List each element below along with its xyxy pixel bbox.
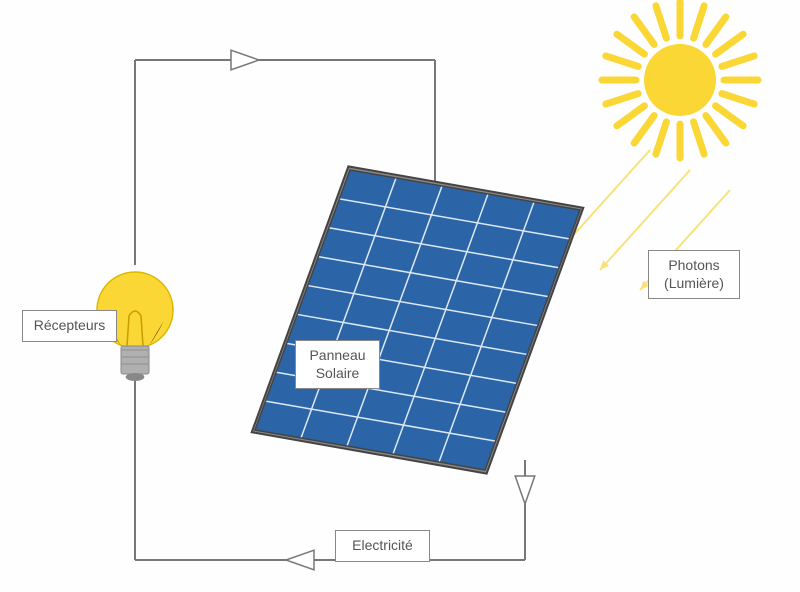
flow-arrow bbox=[286, 550, 314, 570]
label-photons-text: Photons(Lumière) bbox=[664, 257, 724, 291]
label-panneau-solaire: PanneauSolaire bbox=[295, 340, 380, 389]
diagram-stage: Récepteurs PanneauSolaire Photons(Lumièr… bbox=[0, 0, 800, 592]
label-recepteurs-text: Récepteurs bbox=[34, 317, 106, 333]
label-electricite: Electricité bbox=[335, 530, 430, 562]
sun-icon bbox=[602, 2, 758, 158]
flow-arrow bbox=[515, 476, 535, 504]
label-photons: Photons(Lumière) bbox=[648, 250, 740, 299]
flow-arrow bbox=[231, 50, 259, 70]
label-electricite-text: Electricité bbox=[352, 537, 413, 553]
solar-panel bbox=[252, 166, 584, 473]
label-panneau-text: PanneauSolaire bbox=[309, 347, 365, 381]
label-recepteurs: Récepteurs bbox=[22, 310, 117, 342]
